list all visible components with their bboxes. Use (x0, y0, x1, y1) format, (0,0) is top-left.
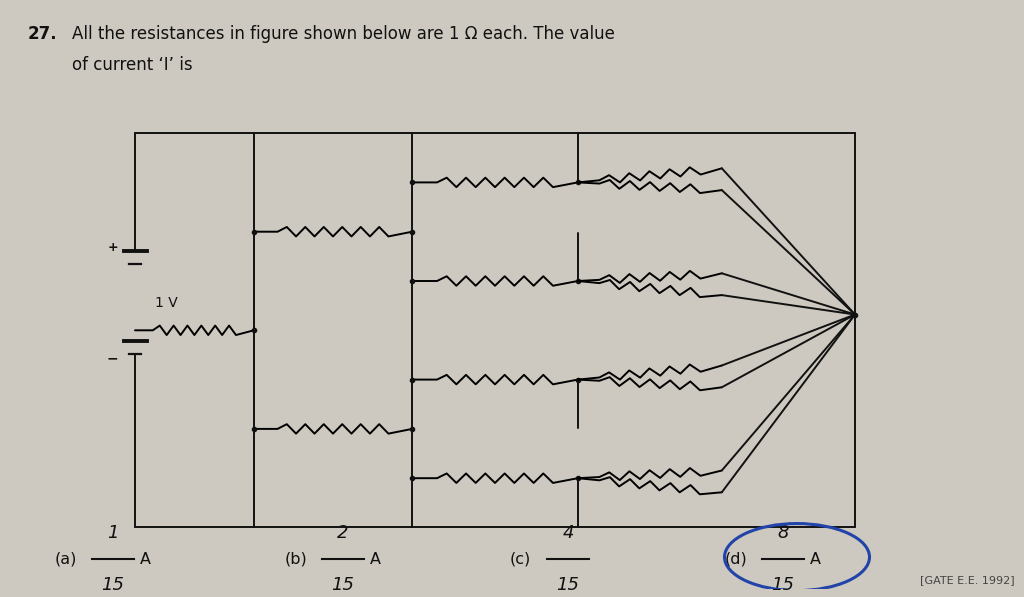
Text: (b): (b) (285, 552, 308, 567)
Text: A: A (810, 552, 821, 567)
Text: 1 V: 1 V (155, 296, 177, 310)
Text: 8: 8 (777, 524, 788, 542)
Text: 15: 15 (332, 576, 354, 594)
Text: 27.: 27. (28, 24, 57, 42)
Text: All the resistances in figure shown below are 1 Ω each. The value: All the resistances in figure shown belo… (72, 24, 614, 42)
Text: (a): (a) (55, 552, 78, 567)
Text: −: − (106, 351, 119, 365)
Text: A: A (140, 552, 151, 567)
Text: 1: 1 (108, 524, 119, 542)
Text: 2: 2 (337, 524, 349, 542)
Text: (d): (d) (725, 552, 748, 567)
Text: 15: 15 (556, 576, 580, 594)
Text: A: A (370, 552, 381, 567)
Text: (c): (c) (510, 552, 531, 567)
Text: 15: 15 (101, 576, 125, 594)
Text: of current ‘I’ is: of current ‘I’ is (72, 56, 193, 74)
Text: +: + (108, 241, 119, 254)
Text: 15: 15 (771, 576, 795, 594)
Text: [GATE E.E. 1992]: [GATE E.E. 1992] (921, 575, 1015, 584)
Text: 4: 4 (562, 524, 573, 542)
